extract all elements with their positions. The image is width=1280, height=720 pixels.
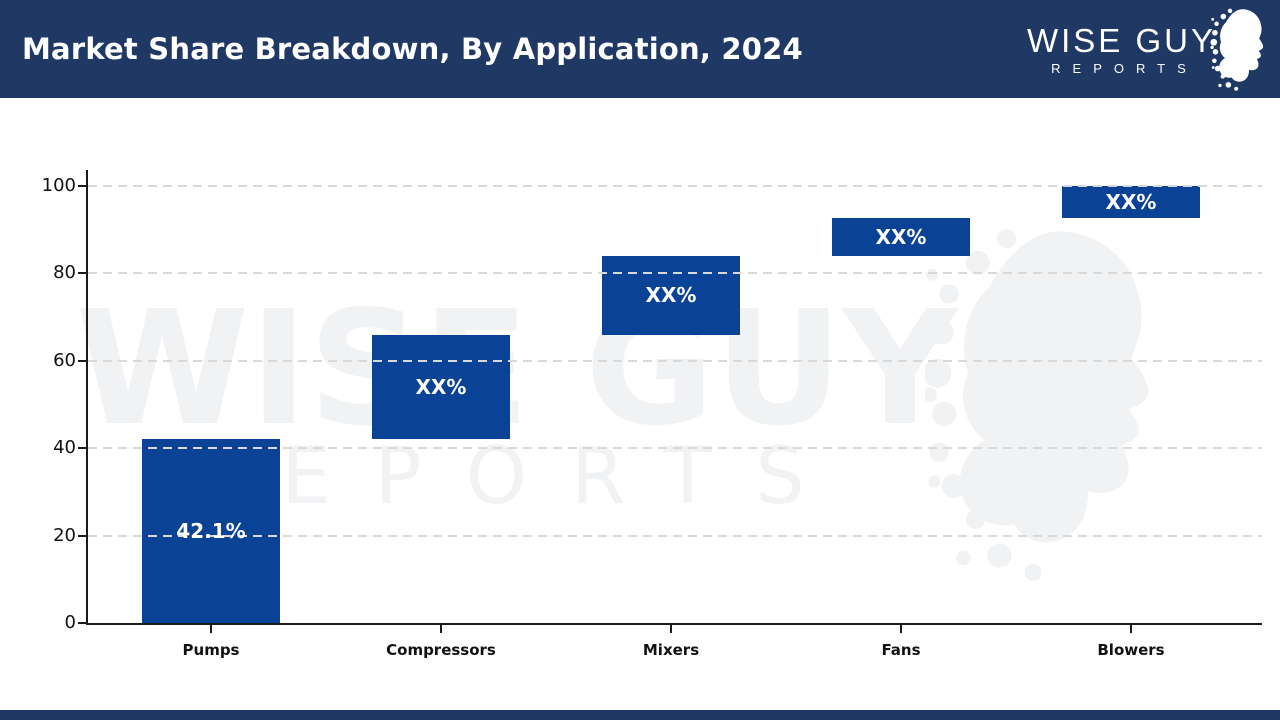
gridline <box>88 272 1262 275</box>
watermark-wordmark: WISE GUY <box>75 277 958 461</box>
logo-head-icon <box>1210 8 1264 91</box>
logo-wiseguy-label: WISE GUY <box>1026 22 1216 59</box>
bar-blowers <box>1062 186 1200 218</box>
bar-value-label: 42.1% <box>176 519 246 543</box>
x-axis-label: Mixers <box>642 641 700 659</box>
bar-fans <box>832 217 970 256</box>
watermark-reports: REPORTS <box>183 432 849 522</box>
x-tick-mark <box>900 625 902 633</box>
x-axis-label: Blowers <box>1097 641 1165 659</box>
y-tick-label: 0 <box>64 612 76 633</box>
y-tick-mark <box>78 447 86 450</box>
y-tick-label: 80 <box>53 262 76 284</box>
y-tick-label: 100 <box>41 175 76 196</box>
x-axis-label: Fans <box>881 641 921 659</box>
watermark-head-icon <box>925 229 1149 581</box>
header-bar: Market Share Breakdown, By Application, … <box>0 0 1280 98</box>
x-axis-line <box>86 623 1262 625</box>
x-tick-mark <box>1130 625 1132 633</box>
x-axis-label: Compressors <box>386 641 496 659</box>
gridline <box>88 447 1262 450</box>
bar-mixers <box>602 255 740 335</box>
bar-value-label: XX% <box>875 224 927 249</box>
y-tick-mark <box>78 359 86 362</box>
y-tick-mark <box>78 622 86 624</box>
gridline <box>88 359 1262 362</box>
gridline <box>88 185 1262 187</box>
bar-value-label: XX% <box>415 374 467 399</box>
y-tick-mark <box>78 272 86 275</box>
footer-bar <box>0 710 1280 720</box>
gridline <box>88 534 1262 537</box>
y-tick-label: 40 <box>53 437 76 459</box>
y-tick-label: 60 <box>53 349 76 371</box>
y-tick-mark <box>78 534 86 537</box>
page-title: Market Share Breakdown, By Application, … <box>22 32 803 66</box>
y-tick-label: 20 <box>53 524 76 546</box>
y-axis-line <box>86 170 88 625</box>
logo-wordmark: WISE GUY REPORTS <box>1027 22 1216 76</box>
logo-reports-label: REPORTS <box>1051 61 1198 76</box>
x-tick-mark <box>210 625 212 633</box>
x-tick-mark <box>670 625 672 633</box>
bar-value-label: XX% <box>645 283 697 308</box>
bar-compressors <box>372 334 510 440</box>
x-tick-mark <box>440 625 442 633</box>
wiseguy-logo: WISE GUY REPORTS <box>1027 6 1270 92</box>
x-axis-label: Pumps <box>182 641 240 659</box>
bar-pumps <box>142 439 280 623</box>
y-tick-mark <box>78 185 86 187</box>
bar-value-label: XX% <box>1105 189 1157 214</box>
